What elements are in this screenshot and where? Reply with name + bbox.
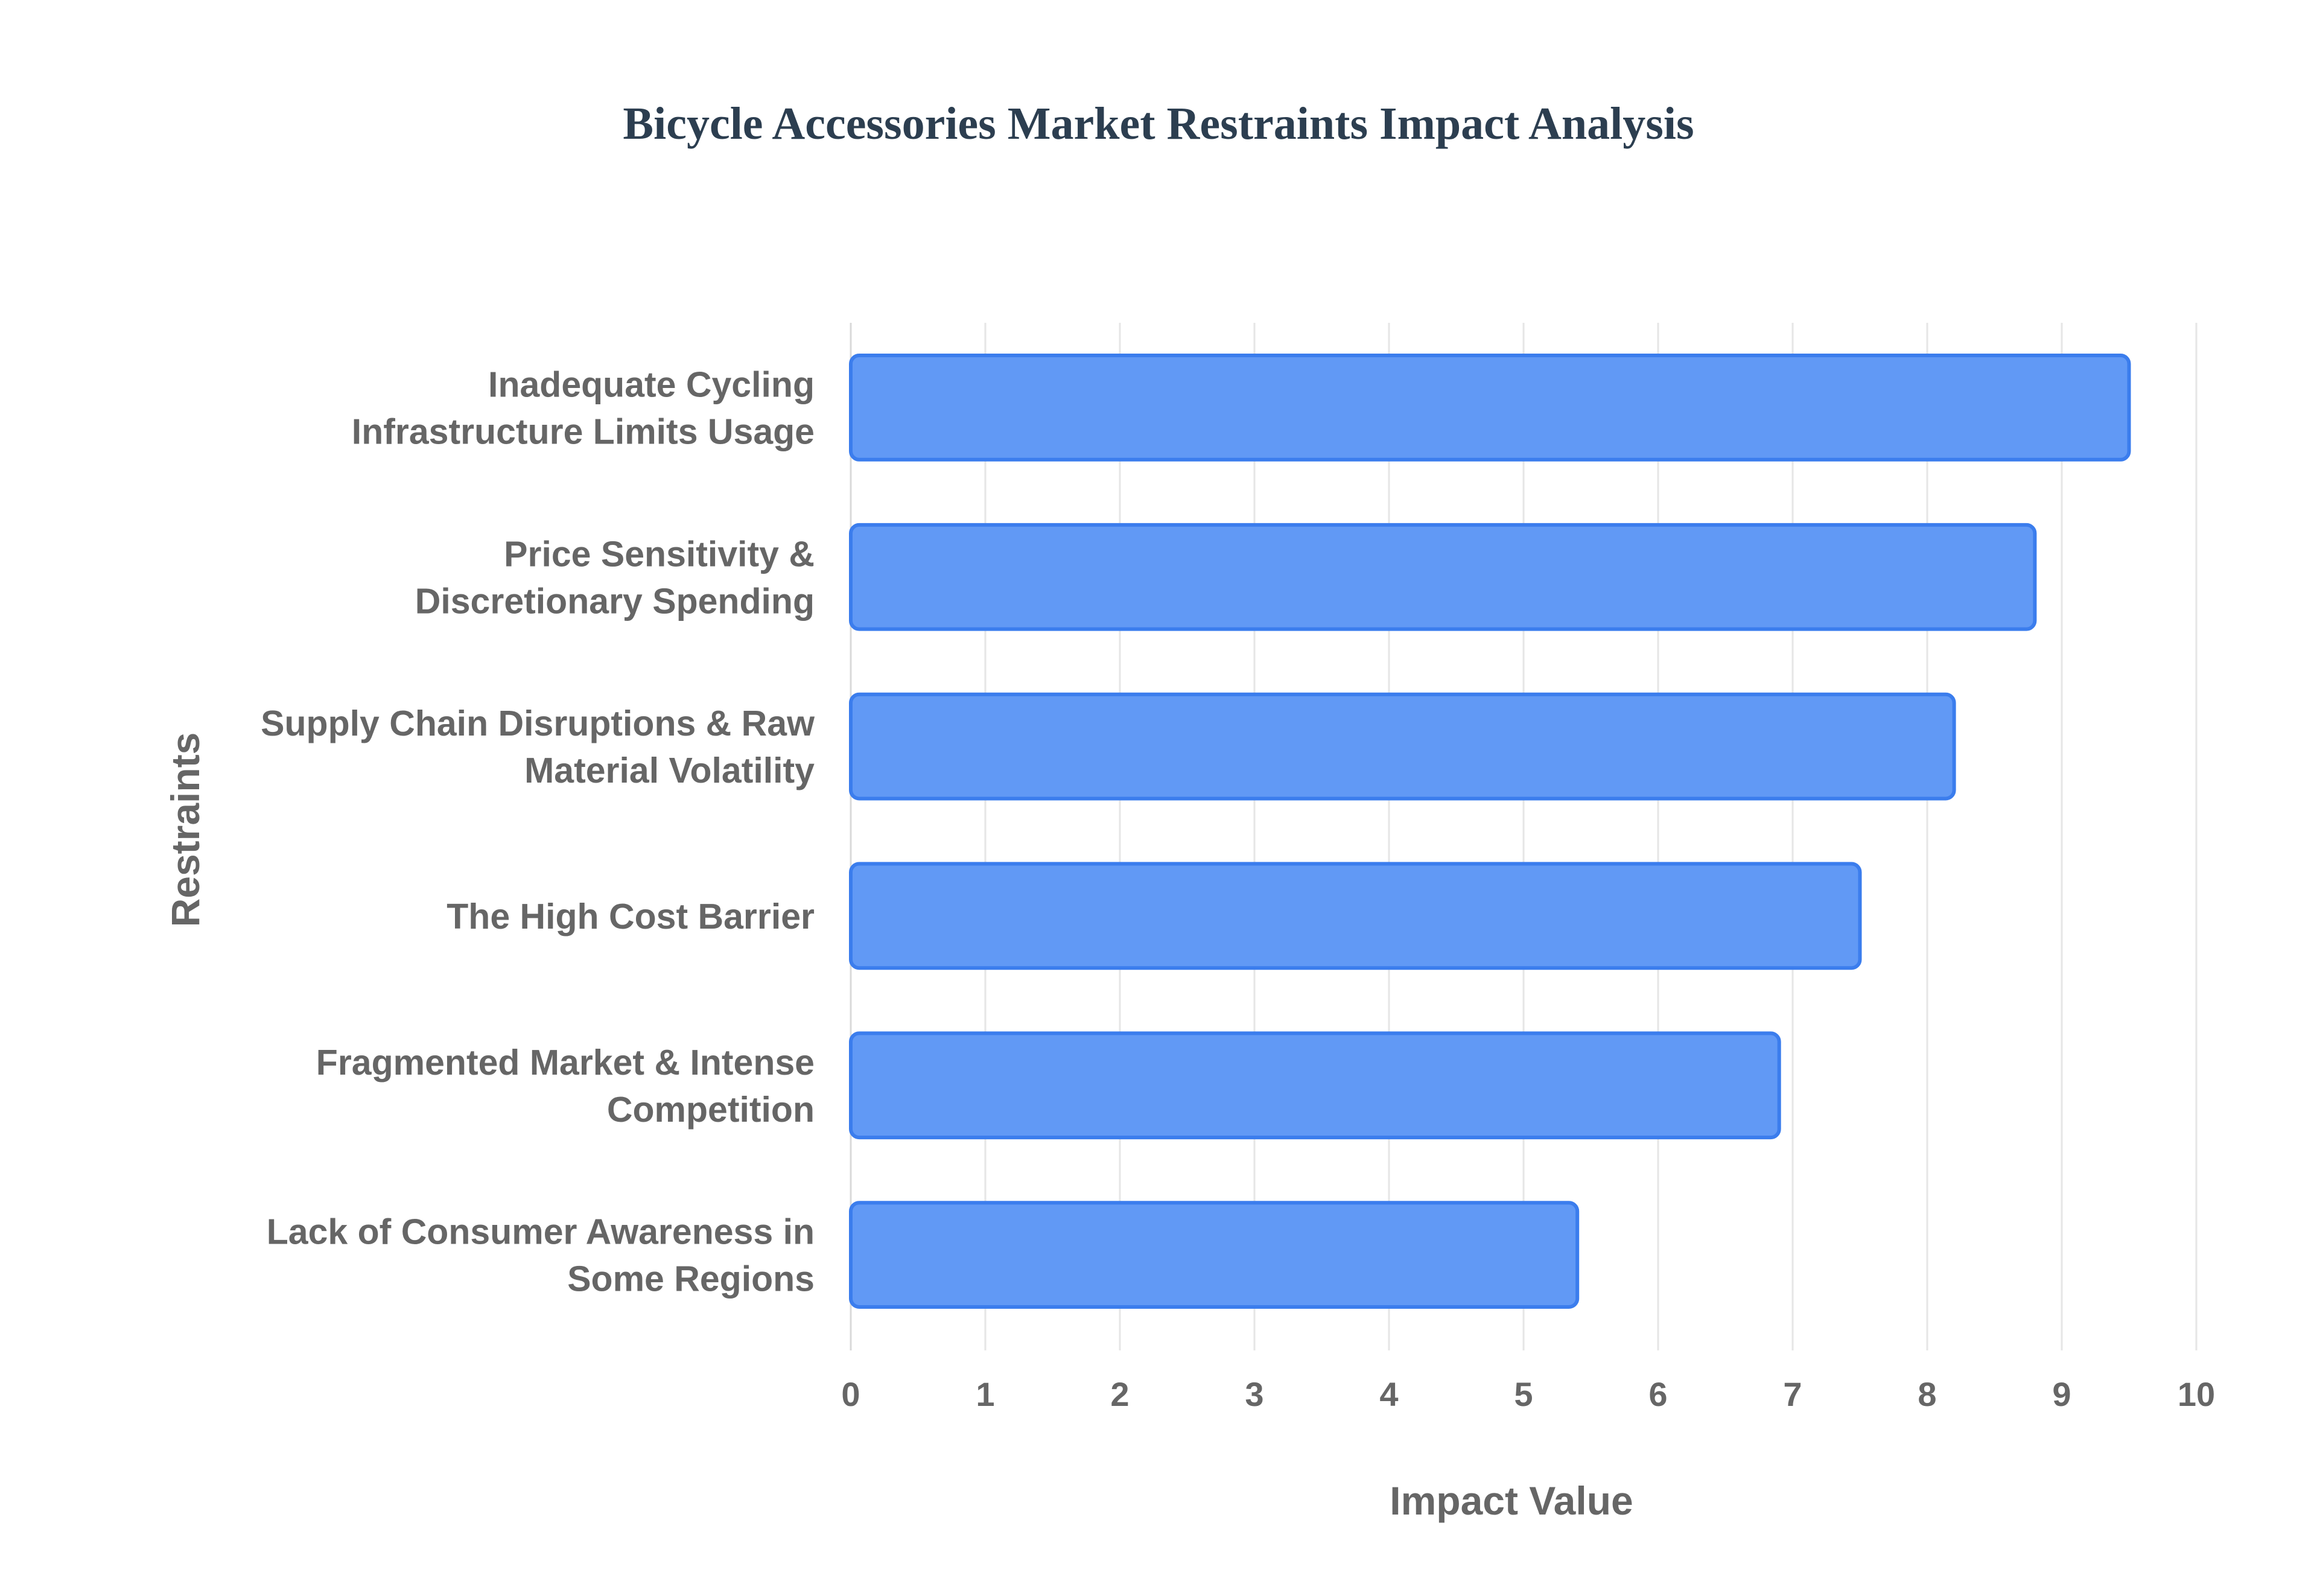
x-tick-label: 2: [1110, 1375, 1129, 1413]
bar: [849, 1201, 1580, 1309]
bar: [849, 862, 1862, 970]
x-tick-label: 10: [2178, 1375, 2215, 1413]
bar: [849, 354, 2131, 462]
bar: [849, 692, 1956, 801]
category-label: Inadequate Cycling: [488, 364, 815, 404]
category-label: Supply Chain Disruptions & Raw: [261, 704, 815, 743]
bar: [849, 1031, 1781, 1140]
category-labels: Inadequate Cycling Infrastructure Limits …: [261, 364, 815, 1299]
chart-title: Bicycle Accessories Market Restraints Im…: [623, 98, 1694, 149]
category-label: Price Sensitivity &: [504, 534, 815, 574]
x-tick-label: 1: [976, 1375, 994, 1413]
x-tick-label: 6: [1648, 1375, 1667, 1413]
grid: [850, 323, 2198, 1350]
x-tick-label: 5: [1514, 1375, 1533, 1413]
category-label: Discretionary Spending: [415, 581, 815, 621]
x-tick-labels: 0 1 2 3 4 5 6 7 8 9 10: [841, 1375, 2215, 1413]
category-label: Lack of Consumer Awareness in: [267, 1212, 815, 1252]
category-label: Infrastructure Limits Usage: [352, 412, 815, 451]
x-tick-label: 0: [841, 1375, 860, 1413]
bars: [849, 354, 2131, 1309]
category-label: Some Regions: [567, 1259, 815, 1299]
bar: [849, 523, 2037, 631]
category-label: Material Volatility: [524, 751, 815, 790]
y-axis-title: Restraints: [163, 733, 208, 927]
x-tick-label: 4: [1379, 1375, 1398, 1413]
x-tick-label: 8: [1918, 1375, 1936, 1413]
x-axis-title: Impact Value: [1390, 1478, 1633, 1523]
category-label: The High Cost Barrier: [447, 897, 815, 936]
x-tick-label: 9: [2052, 1375, 2071, 1413]
x-tick-label: 7: [1783, 1375, 1802, 1413]
category-label: Competition: [607, 1090, 815, 1130]
category-label: Fragmented Market & Intense: [316, 1043, 815, 1083]
x-tick-label: 3: [1245, 1375, 1263, 1413]
